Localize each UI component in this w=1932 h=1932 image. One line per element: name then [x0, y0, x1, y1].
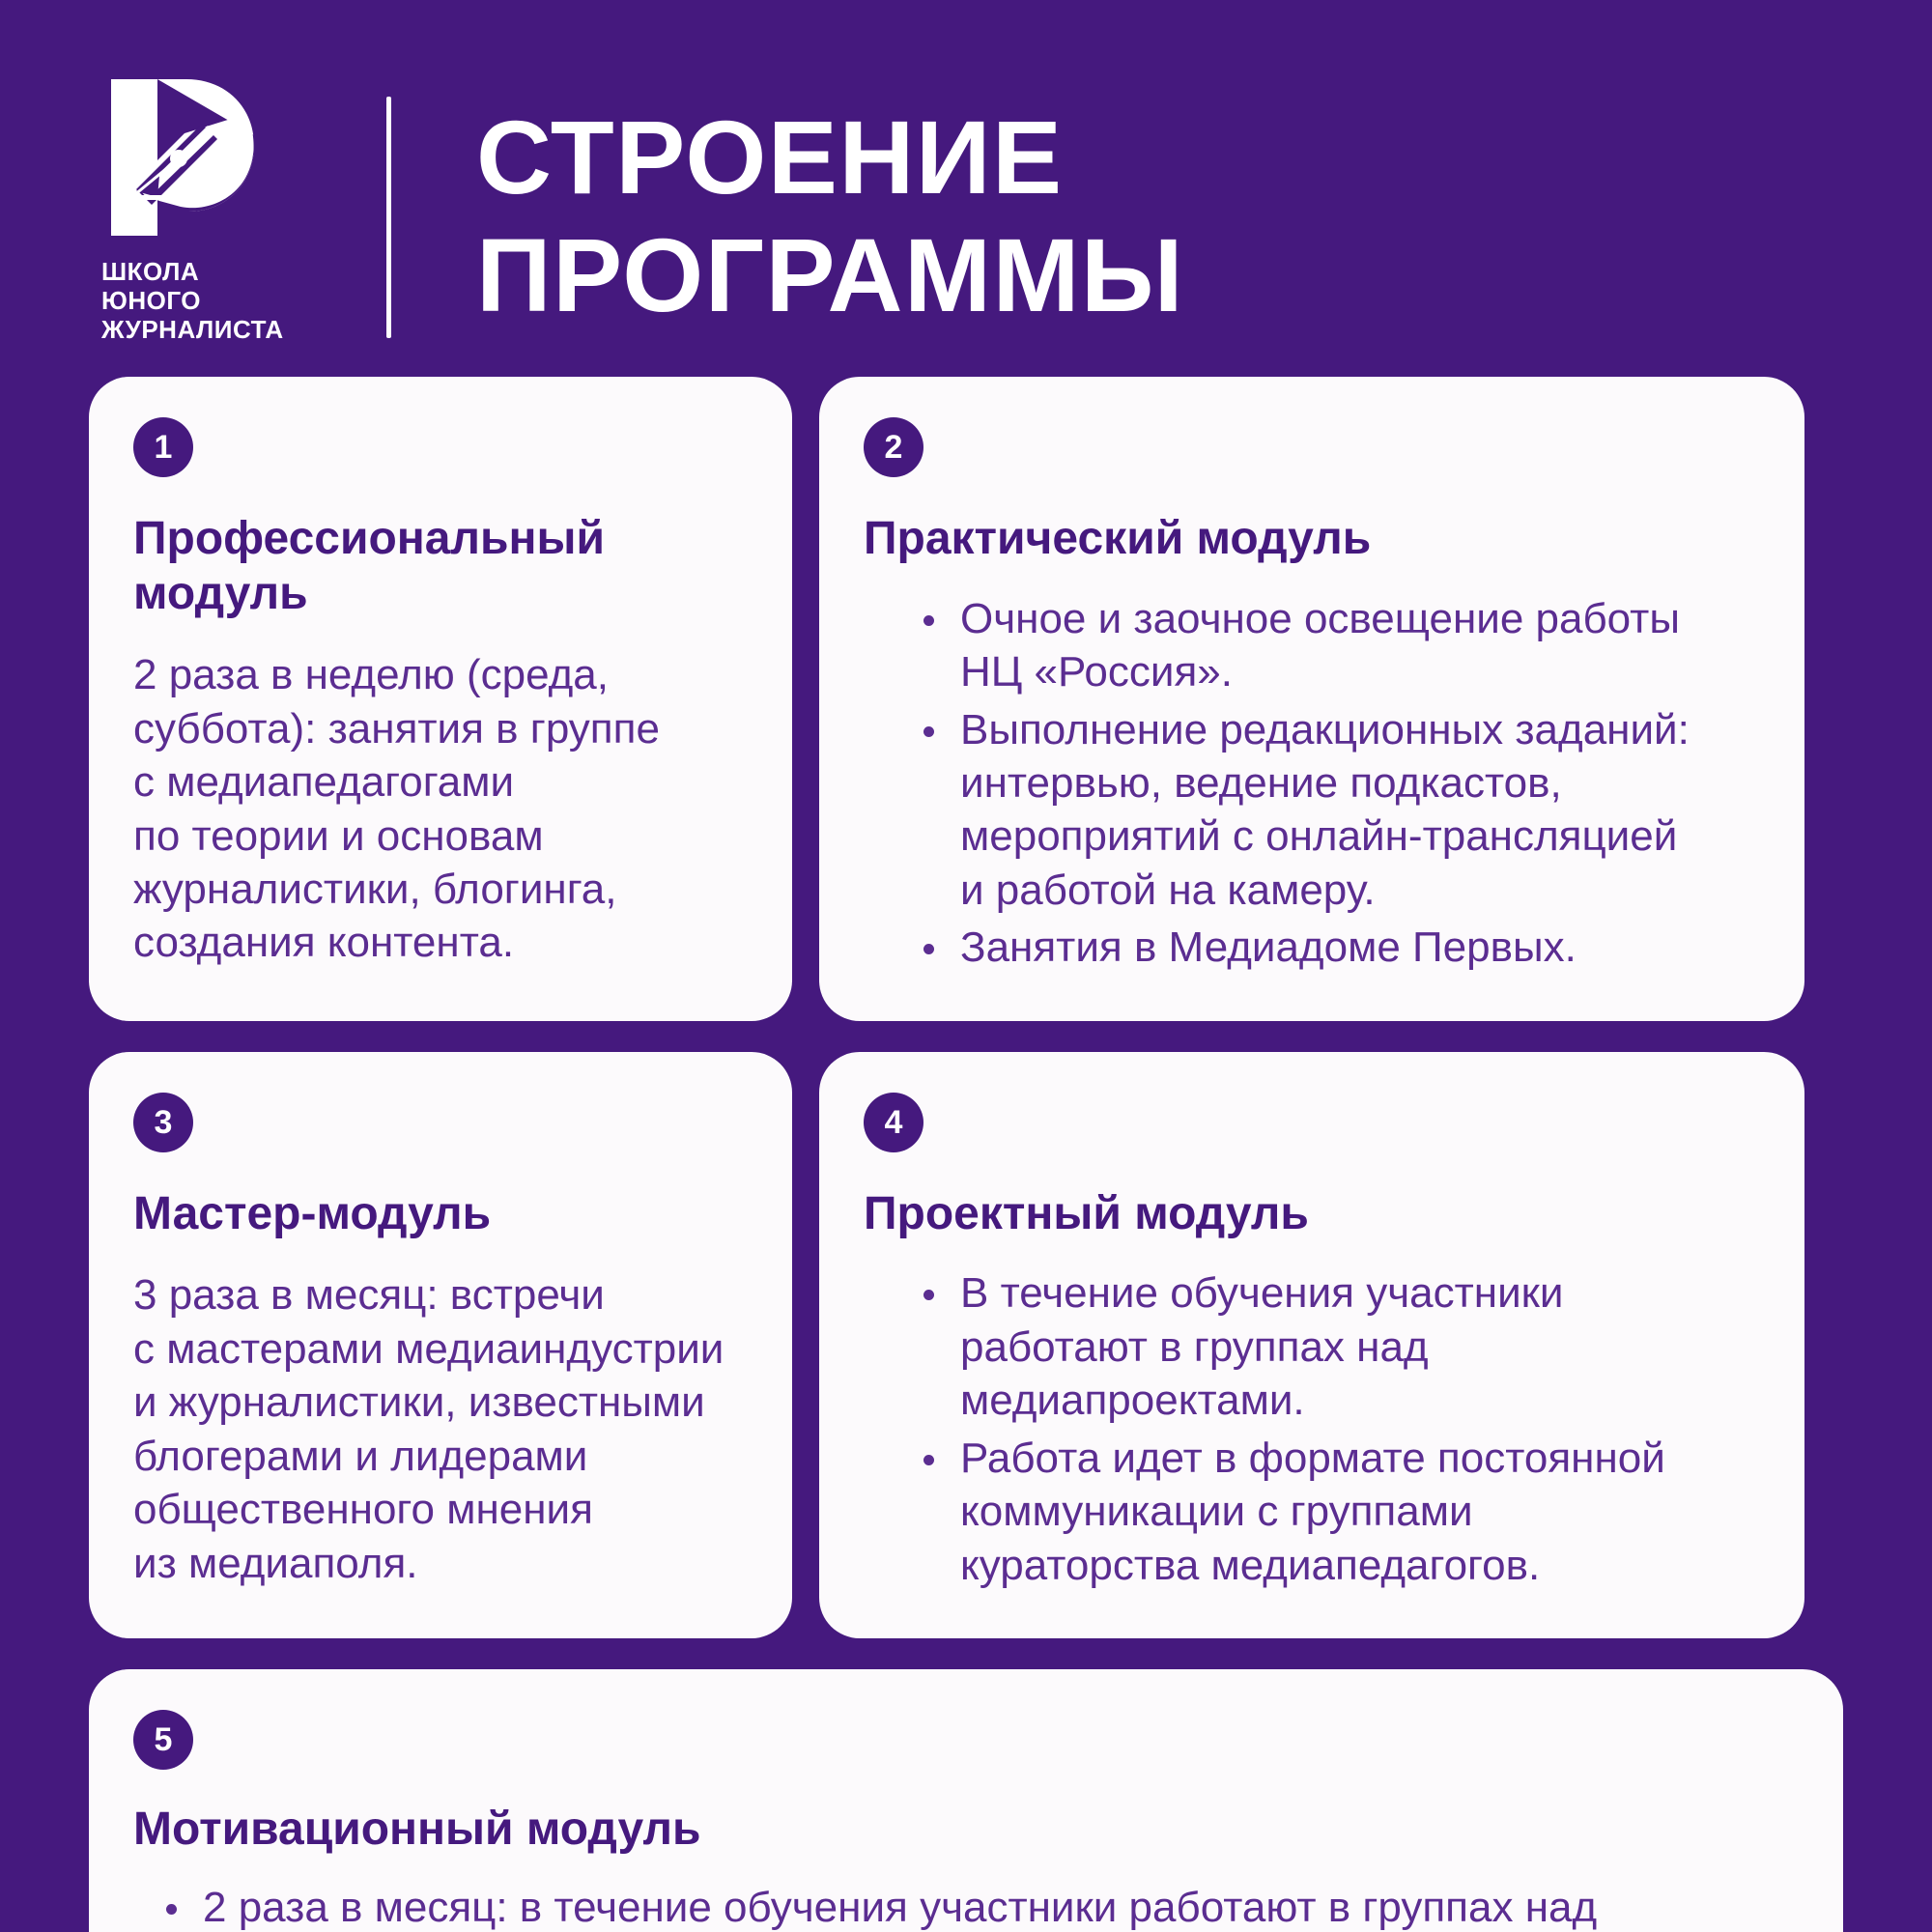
module-card-3: 3 Мастер-модуль 3 раза в месяц: встречи … — [89, 1051, 792, 1638]
card-title: Профессиональный модуль — [133, 513, 605, 619]
card-bullet-list: В течение обучения участники работают в … — [864, 1266, 1760, 1592]
title-wrapper: СТРОЕНИЕ ПРОГРАММЫ — [476, 75, 1184, 334]
card-title: Мастер-модуль — [133, 1187, 492, 1239]
brand-name: ШКОЛА ЮНОГО ЖУРНАЛИСТА — [101, 257, 284, 345]
module-card-5: 5 Мотивационный модуль 2 раза в месяц: в… — [89, 1668, 1843, 1932]
card-title: Мотивационный модуль — [133, 1803, 701, 1855]
module-card-2: 2 Практический модуль Очное и заочное ос… — [819, 377, 1804, 1021]
brand-block: ШКОЛА ЮНОГО ЖУРНАЛИСТА — [101, 75, 304, 344]
pen-nib-letter-p-logo-icon — [111, 79, 254, 236]
header-divider — [386, 97, 391, 338]
list-item: Занятия в Медиадоме Первых. — [918, 921, 1760, 974]
list-item: Выполнение редакционных заданий: интервь… — [918, 703, 1760, 918]
card-bullet-list: 2 раза в месяц: в течение обучения участ… — [133, 1881, 1799, 1932]
list-item: Очное и заочное освещение работы НЦ «Рос… — [918, 592, 1760, 699]
module-card-grid: 1 Профессиональный модуль 2 раза в недел… — [0, 377, 1932, 1932]
list-item: В течение обучения участники работают в … — [918, 1266, 1760, 1427]
step-number-badge: 2 — [864, 417, 923, 477]
list-item: 2 раза в месяц: в течение обучения участ… — [160, 1881, 1799, 1932]
card-title: Практический модуль — [864, 513, 1372, 564]
card-bullet-list: Очное и заочное освещение работы НЦ «Рос… — [864, 592, 1760, 975]
step-number-badge: 5 — [133, 1709, 193, 1770]
card-body-text: 2 раза в неделю (среда, суббота): заняти… — [133, 651, 660, 967]
page-title: СТРОЕНИЕ ПРОГРАММЫ — [476, 99, 1185, 334]
step-number-badge: 1 — [133, 417, 193, 477]
card-title: Проектный модуль — [864, 1187, 1309, 1239]
list-item: Работа идет в формате постоянной коммуни… — [918, 1432, 1760, 1592]
step-number-badge: 3 — [133, 1092, 193, 1152]
step-number-badge: 4 — [864, 1092, 923, 1152]
module-card-4: 4 Проектный модуль В течение обучения уч… — [819, 1051, 1804, 1638]
card-body-text: 3 раза в месяц: встречи с мастерами меди… — [133, 1271, 724, 1587]
poster-header: ШКОЛА ЮНОГО ЖУРНАЛИСТА СТРОЕНИЕ ПРОГРАММ… — [0, 0, 1932, 377]
module-card-1: 1 Профессиональный модуль 2 раза в недел… — [89, 377, 792, 1021]
